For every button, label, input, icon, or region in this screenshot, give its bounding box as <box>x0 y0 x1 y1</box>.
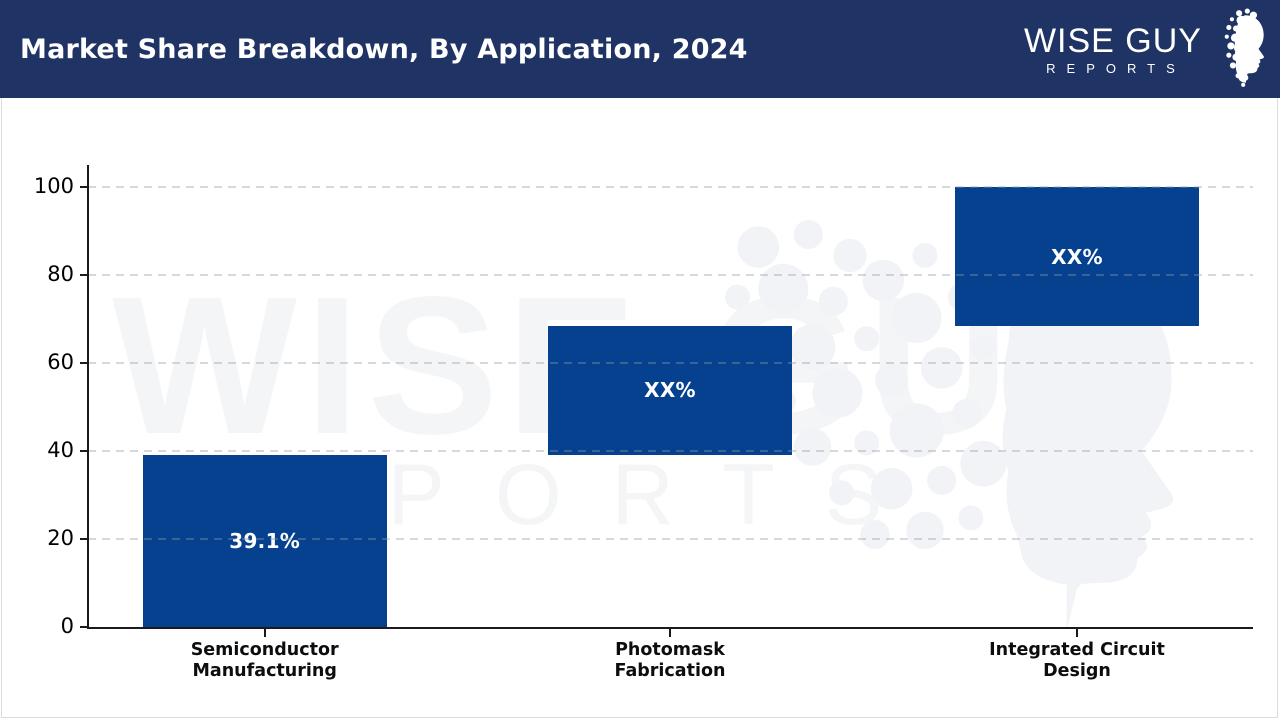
y-tick-label: 20 <box>47 526 74 550</box>
gridline-100 <box>88 186 1253 188</box>
category-label-line: Design <box>1043 661 1111 682</box>
y-axis-tick <box>80 538 87 540</box>
category-label: Semiconductor Manufacturing <box>105 640 425 683</box>
y-axis-tick <box>80 450 87 452</box>
gridline-60 <box>88 362 1253 364</box>
bar-value-label: XX% <box>644 378 696 403</box>
y-axis-tick <box>80 274 87 276</box>
brand-subname: REPORTS <box>1046 60 1186 76</box>
y-axis-tick <box>80 362 87 364</box>
gridline-40 <box>88 450 1253 452</box>
y-tick-label: 60 <box>47 350 74 374</box>
x-axis-line <box>87 627 1253 629</box>
bar-segment: XX% <box>955 187 1199 327</box>
category-label-line: Integrated Circuit <box>989 640 1165 660</box>
gridline-80 <box>88 274 1253 276</box>
y-tick-label: 80 <box>47 262 74 286</box>
y-axis-tick <box>80 626 87 628</box>
x-axis-tick <box>1076 629 1078 637</box>
x-axis-tick <box>263 629 266 637</box>
gridline-20 <box>88 538 1253 540</box>
brand-logo-text: WISE GUY REPORTS <box>1024 24 1202 75</box>
bar-value-label: XX% <box>1051 244 1103 269</box>
y-tick-label: 40 <box>47 438 74 462</box>
category-label-line: Photomask <box>615 640 725 660</box>
logo-head-icon <box>1224 8 1264 87</box>
y-tick-label: 0 <box>60 614 74 638</box>
y-axis-tick <box>80 186 87 188</box>
category-label-line: Fabrication <box>614 661 726 682</box>
y-tick-label: 100 <box>33 174 74 198</box>
bar-segment: XX% <box>548 326 792 455</box>
header-bar: Market Share Breakdown, By Application, … <box>0 0 1280 98</box>
category-label: Photomask Fabrication <box>510 640 830 683</box>
brand-logo: WISE GUY REPORTS <box>1024 7 1266 91</box>
bar-value-label: 39.1% <box>229 528 301 553</box>
category-label-line: Manufacturing <box>192 661 337 682</box>
y-axis-line <box>87 165 89 629</box>
bar-segment: 39.1% <box>142 454 387 627</box>
brand-name: WISE GUY <box>1023 21 1202 60</box>
page-title: Market Share Breakdown, By Application, … <box>20 33 748 65</box>
x-axis-tick <box>669 629 671 637</box>
category-label-line: Semiconductor <box>190 640 339 660</box>
category-label: Integrated Circuit Design <box>917 640 1237 683</box>
